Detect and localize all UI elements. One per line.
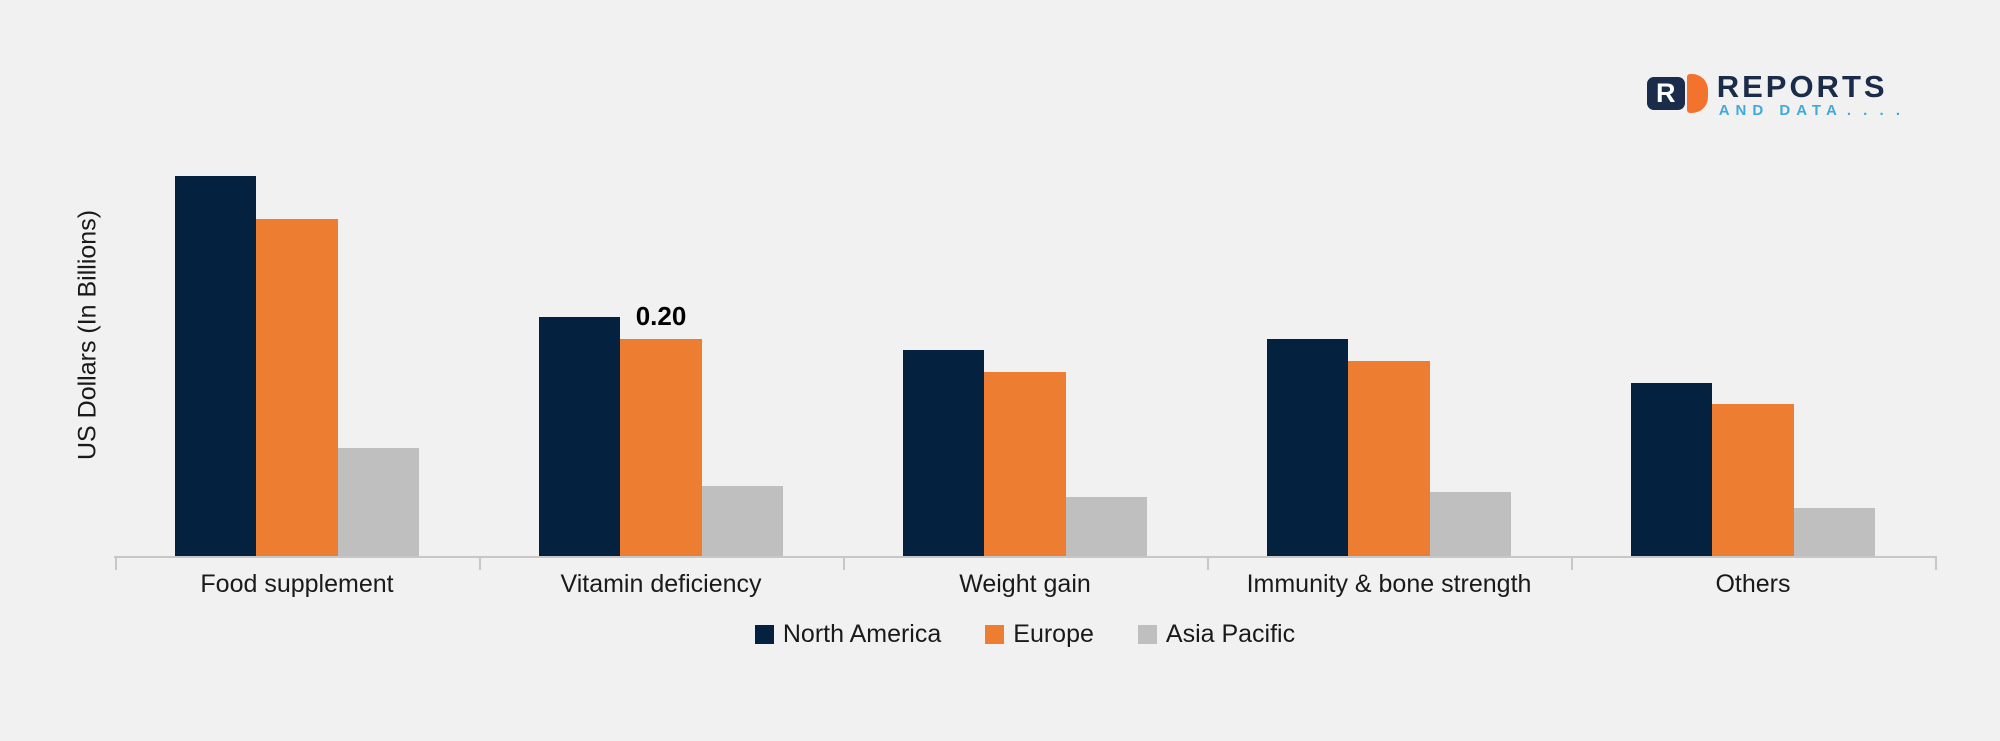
bar-europe xyxy=(984,371,1066,557)
bar-europe xyxy=(1712,404,1794,557)
legend-item-europe: Europe xyxy=(985,620,1094,649)
bar-europe xyxy=(1348,360,1430,557)
bar-asia-pacific xyxy=(337,448,419,557)
bar-north-america xyxy=(1267,339,1349,557)
x-axis-tick xyxy=(1571,556,1573,570)
legend-item-north-america: North America xyxy=(754,620,942,649)
bar-asia-pacific xyxy=(1065,497,1147,557)
bar-north-america xyxy=(175,175,257,557)
logo-text: REPORTS AND DATA. . . . xyxy=(1716,69,1904,119)
logo-title: REPORTS xyxy=(1716,69,1888,104)
y-axis-title: US Dollars (In Billions) xyxy=(73,209,102,461)
legend: North America Europe Asia Pacific xyxy=(115,620,1935,649)
legend-label: Europe xyxy=(1013,620,1094,648)
bar-europe xyxy=(256,219,338,557)
legend-item-asia-pacific: Asia Pacific xyxy=(1137,620,1296,649)
x-axis-tick xyxy=(115,556,117,570)
logo-r-icon: R xyxy=(1646,77,1685,110)
x-axis-tick xyxy=(1207,556,1209,570)
x-axis-tick xyxy=(1935,556,1937,570)
x-axis-label: Immunity & bone strength xyxy=(1246,570,1532,598)
logo-mark: R xyxy=(1646,74,1708,113)
legend-swatch-icon xyxy=(985,625,1005,644)
reports-and-data-logo: R REPORTS AND DATA. . . . xyxy=(1646,69,1904,119)
bar-asia-pacific xyxy=(701,486,783,557)
legend-label: Asia Pacific xyxy=(1165,620,1296,648)
x-axis-line xyxy=(114,556,1937,558)
legend-swatch-icon xyxy=(1137,625,1157,644)
logo-subtitle-dots: . . . . xyxy=(1846,102,1904,119)
x-axis-label: Food supplement xyxy=(200,570,394,598)
logo-d-icon xyxy=(1686,74,1708,113)
legend-swatch-icon xyxy=(754,625,774,644)
x-axis-label: Weight gain xyxy=(959,570,1091,598)
bar-europe xyxy=(620,339,702,557)
bar-data-label: 0.20 xyxy=(635,301,687,331)
bar-north-america xyxy=(539,317,621,557)
x-axis-label: Vitamin deficiency xyxy=(560,570,762,598)
legend-label: North America xyxy=(782,620,942,648)
bar-asia-pacific xyxy=(1429,491,1511,557)
logo-subtitle-text: AND DATA xyxy=(1718,102,1843,119)
bar-asia-pacific xyxy=(1793,507,1875,557)
x-axis-tick xyxy=(843,556,845,570)
bar-north-america xyxy=(1631,382,1713,557)
logo-subtitle: AND DATA. . . . xyxy=(1719,103,1904,119)
x-axis-tick xyxy=(479,556,481,570)
x-axis-label: Others xyxy=(1715,570,1791,598)
bar-north-america xyxy=(903,349,985,557)
